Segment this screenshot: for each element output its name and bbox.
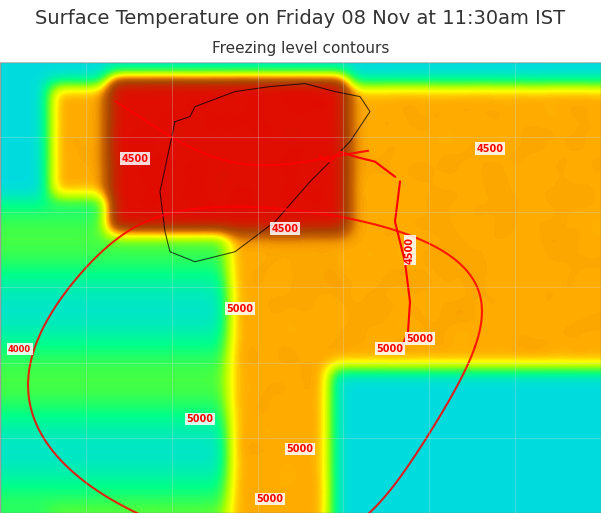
Text: 4000: 4000 <box>8 345 31 354</box>
Text: 4500: 4500 <box>405 237 415 264</box>
Text: 5000: 5000 <box>287 444 314 454</box>
Text: 4500: 4500 <box>272 224 299 234</box>
Text: 5000: 5000 <box>227 304 254 314</box>
Text: 5000: 5000 <box>257 494 284 504</box>
Text: Surface Temperature on Friday 08 Nov at 11:30am IST: Surface Temperature on Friday 08 Nov at … <box>35 9 566 28</box>
Text: Freezing level contours: Freezing level contours <box>212 41 389 55</box>
Text: 5000: 5000 <box>376 344 403 354</box>
Text: 5000: 5000 <box>406 334 433 344</box>
Text: 4500: 4500 <box>121 154 148 164</box>
Text: 5000: 5000 <box>186 414 213 424</box>
Text: 4500: 4500 <box>477 144 504 154</box>
